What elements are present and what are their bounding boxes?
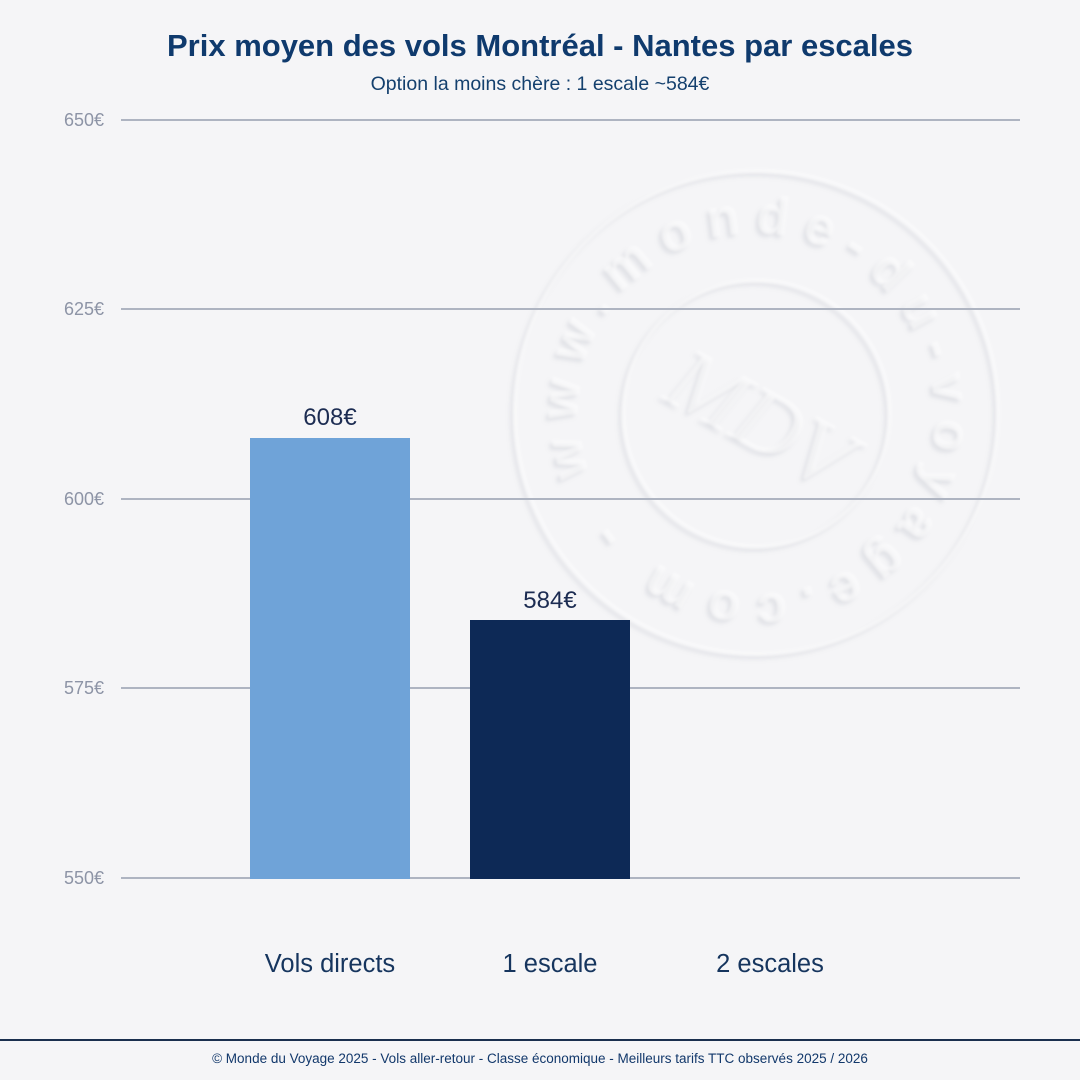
svg-text:MDV: MDV <box>650 327 878 513</box>
